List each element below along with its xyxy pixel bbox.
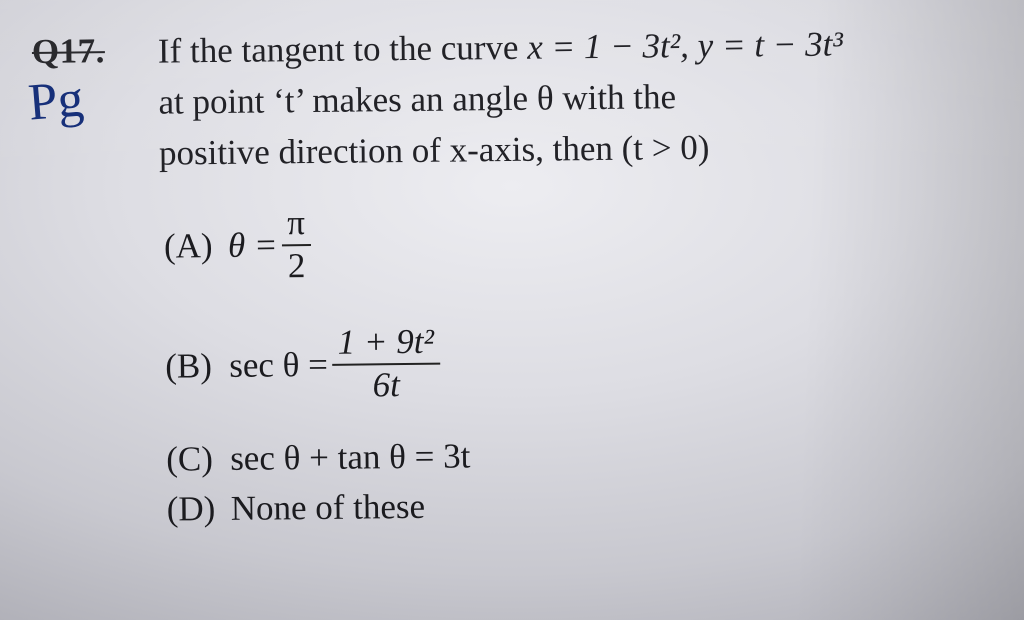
- option-c-text: sec θ + tan θ = 3t: [230, 437, 471, 480]
- option-b: (B) sec θ = 1 + 9t² 6t: [165, 318, 982, 406]
- option-a-left-text: θ =: [228, 225, 278, 265]
- option-b-label: (B): [165, 345, 229, 386]
- option-b-numerator: 1 + 9t²: [332, 323, 441, 365]
- option-b-left: sec θ =: [229, 344, 328, 385]
- question-line-1-pre: If the tangent to the curve: [158, 28, 528, 71]
- options-block: (A) θ = π 2 (B) sec θ = 1 + 9t² 6t (C) s…: [164, 198, 983, 530]
- question-line-2: at point ‘t’ makes an angle θ with the: [158, 70, 843, 128]
- option-a: (A) θ = π 2: [164, 198, 981, 286]
- handwritten-annotation: Pg: [27, 73, 156, 125]
- option-b-denominator: 6t: [332, 364, 441, 404]
- option-a-left: θ =: [228, 225, 278, 266]
- question-line-1-math: x = 1 − 3t², y = t − 3t³: [527, 24, 843, 66]
- question-block: Q17. Pg If the tangent to the curve x = …: [32, 18, 980, 180]
- option-c: (C) sec θ + tan θ = 3t: [166, 431, 982, 480]
- option-c-label: (C): [166, 439, 230, 480]
- option-a-denominator: 2: [282, 246, 312, 285]
- option-b-fraction: 1 + 9t² 6t: [332, 323, 441, 404]
- option-b-left-text: sec θ =: [229, 344, 328, 384]
- page: Q17. Pg If the tangent to the curve x = …: [0, 0, 1024, 620]
- option-a-fraction: π 2: [281, 205, 312, 285]
- question-text: If the tangent to the curve x = 1 − 3t²,…: [158, 19, 845, 178]
- question-line-1: If the tangent to the curve x = 1 − 3t²,…: [158, 19, 843, 77]
- option-a-numerator: π: [281, 205, 311, 246]
- option-d-label: (D): [167, 489, 231, 530]
- question-label-column: Q17. Pg: [32, 27, 159, 120]
- question-line-3: positive direction of x-axis, then (t > …: [159, 121, 844, 179]
- question-number: Q17.: [32, 31, 158, 72]
- option-a-label: (A): [164, 226, 228, 267]
- option-d: (D) None of these: [167, 481, 983, 530]
- option-d-text: None of these: [231, 487, 426, 529]
